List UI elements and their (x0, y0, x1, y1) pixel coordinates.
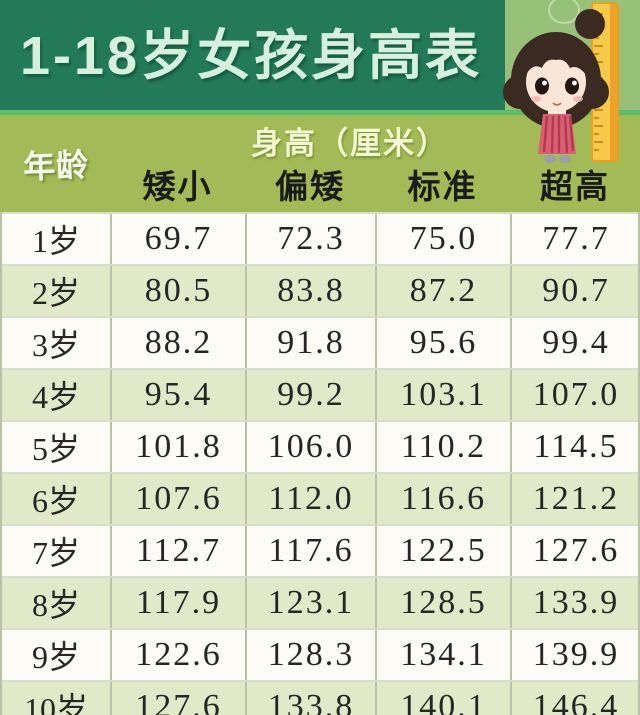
value-cell: 107.6 (110, 474, 245, 524)
age-cell: 7岁 (31, 535, 80, 571)
value-cell: 117.9 (110, 578, 245, 628)
col-header-below-average: 偏矮 (275, 168, 345, 205)
value-cell: 95.6 (375, 318, 510, 368)
value-cell: 121.2 (510, 474, 640, 524)
table-header-band: 身高（厘米） 年龄 矮小 偏矮 标准 超高 (0, 115, 640, 212)
value-cell: 112.0 (245, 474, 375, 524)
age-cell: 2岁 (31, 275, 80, 311)
col-header-tall: 超高 (540, 168, 610, 205)
value-cell: 83.8 (245, 266, 375, 316)
value-cell: 133.9 (510, 578, 640, 628)
unit-header: 身高（厘米） (251, 126, 449, 161)
value-cell: 139.9 (510, 630, 640, 680)
value-cell: 75.0 (375, 214, 510, 264)
table-row: 10岁 127.6 133.8 140.1 146.4 (2, 680, 638, 715)
age-cell: 6岁 (31, 483, 80, 519)
value-cell: 116.6 (375, 474, 510, 524)
value-cell: 90.7 (510, 266, 640, 316)
value-cell: 107.0 (510, 370, 640, 420)
value-cell: 127.6 (110, 682, 245, 715)
value-cell: 123.1 (245, 578, 375, 628)
value-cell: 114.5 (510, 422, 640, 472)
value-cell: 69.7 (110, 214, 245, 264)
value-cell: 99.4 (510, 318, 640, 368)
table-row: 9岁 122.6 128.3 134.1 139.9 (2, 628, 638, 680)
cartoon-girl-icon (503, 0, 619, 163)
banner-accent-line (0, 110, 640, 115)
table-row: 7岁 112.7 117.6 122.5 127.6 (2, 524, 638, 576)
value-cell: 101.8 (110, 422, 245, 472)
table-row: 6岁 107.6 112.0 116.6 121.2 (2, 472, 638, 524)
age-cell: 3岁 (31, 327, 80, 363)
value-cell: 112.7 (110, 526, 245, 576)
age-cell: 8岁 (31, 587, 80, 623)
poster-title: 1-18岁女孩身高表 (20, 26, 483, 86)
value-cell: 134.1 (375, 630, 510, 680)
height-table: 1岁 69.7 72.3 75.0 77.7 2岁 80.5 83.8 87.2… (0, 212, 640, 715)
value-cell: 128.5 (375, 578, 510, 628)
value-cell: 127.6 (510, 526, 640, 576)
col-header-standard: 标准 (407, 168, 478, 205)
value-cell: 140.1 (375, 682, 510, 715)
table-row: 2岁 80.5 83.8 87.2 90.7 (2, 264, 638, 316)
value-cell: 88.2 (110, 318, 245, 368)
value-cell: 99.2 (245, 370, 375, 420)
age-cell: 9岁 (31, 639, 80, 675)
loop-icon (548, 0, 580, 24)
value-cell: 72.3 (245, 214, 375, 264)
column-headers: 矮小 偏矮 标准 超高 (0, 160, 640, 208)
table-row: 4岁 95.4 99.2 103.1 107.0 (2, 368, 638, 420)
col-header-short: 矮小 (142, 168, 213, 205)
value-cell: 106.0 (245, 422, 375, 472)
value-cell: 80.5 (110, 266, 245, 316)
age-cell: 4岁 (31, 379, 80, 415)
value-cell: 87.2 (375, 266, 510, 316)
table-row: 1岁 69.7 72.3 75.0 77.7 (2, 212, 638, 264)
value-cell: 91.8 (245, 318, 375, 368)
col-header-spacer (0, 160, 110, 208)
age-cell: 10岁 (23, 691, 88, 715)
value-cell: 146.4 (510, 682, 640, 715)
table-row: 8岁 117.9 123.1 128.5 133.9 (2, 576, 638, 628)
value-cell: 122.6 (110, 630, 245, 680)
value-cell: 77.7 (510, 214, 640, 264)
value-cell: 103.1 (375, 370, 510, 420)
age-cell: 5岁 (31, 431, 80, 467)
table-row: 3岁 88.2 91.8 95.6 99.4 (2, 316, 638, 368)
value-cell: 110.2 (375, 422, 510, 472)
value-cell: 95.4 (110, 370, 245, 420)
table-row: 5岁 101.8 106.0 110.2 114.5 (2, 420, 638, 472)
value-cell: 133.8 (245, 682, 375, 715)
value-cell: 128.3 (245, 630, 375, 680)
value-cell: 117.6 (245, 526, 375, 576)
value-cell: 122.5 (375, 526, 510, 576)
age-cell: 1岁 (31, 223, 80, 259)
